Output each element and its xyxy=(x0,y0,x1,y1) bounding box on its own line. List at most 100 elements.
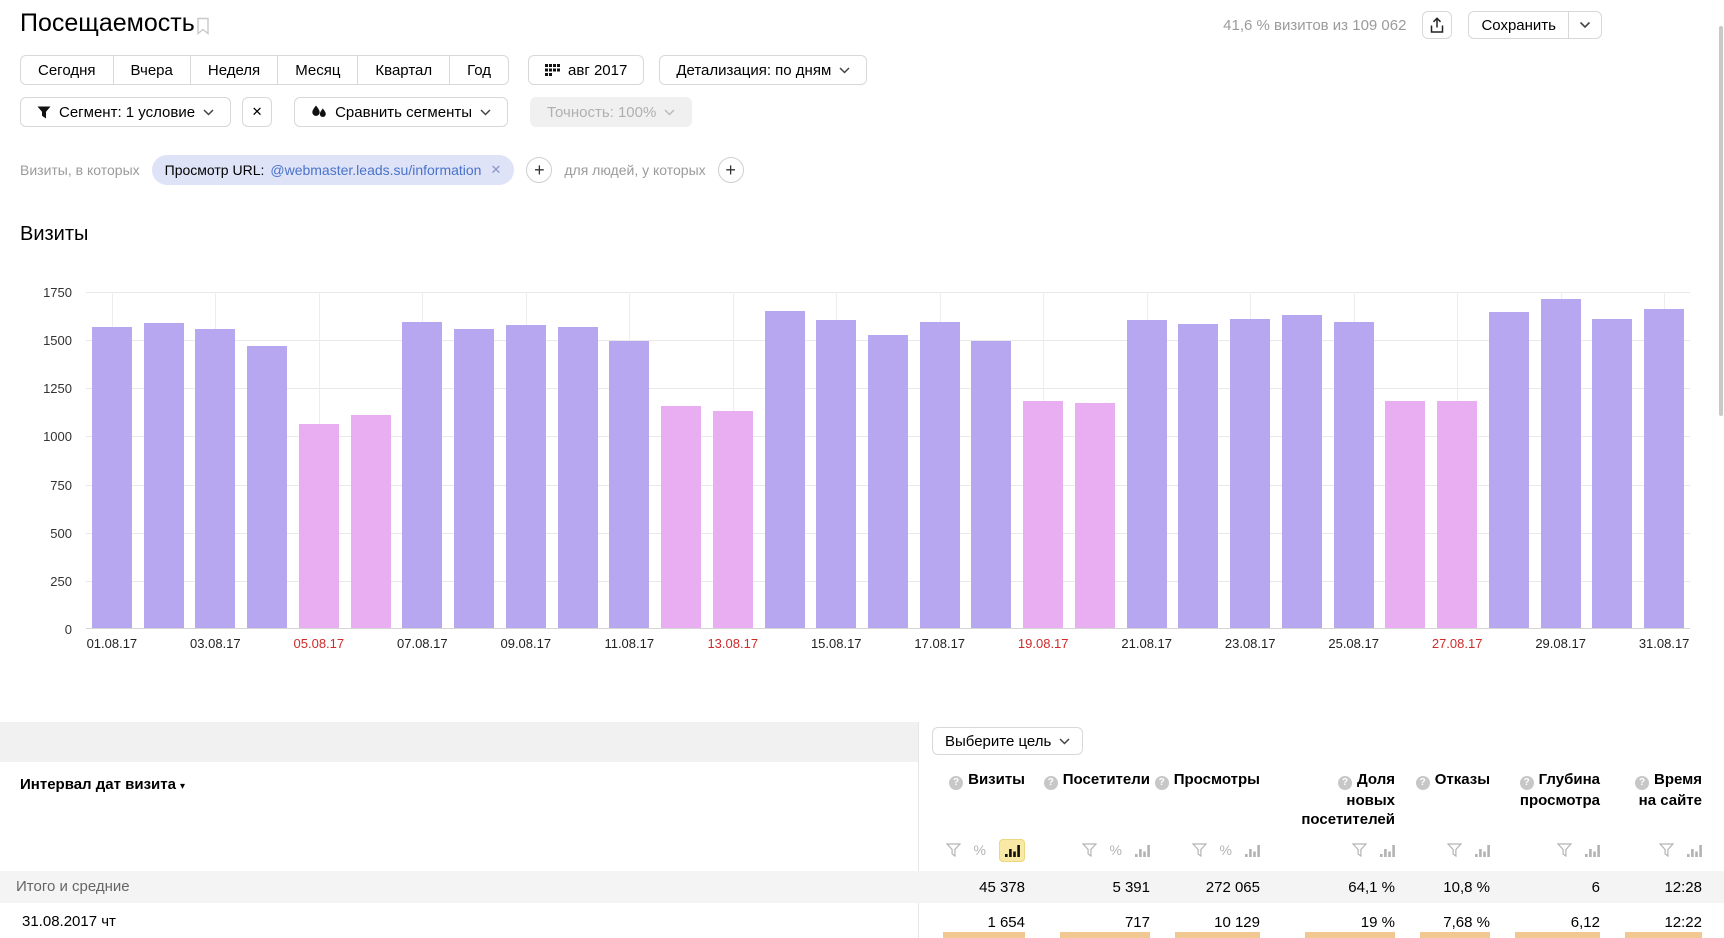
segment-button[interactable]: Сегмент: 1 условие xyxy=(20,97,232,127)
filter-funnel-icon[interactable] xyxy=(1352,843,1367,857)
bar-17.08.17[interactable] xyxy=(919,322,960,628)
column-header-2[interactable]: ? Просмотры xyxy=(1150,770,1260,829)
period-tab-1[interactable]: Вчера xyxy=(112,55,191,85)
filter-funnel-icon[interactable] xyxy=(945,843,961,857)
clear-segment-button[interactable]: ✕ xyxy=(242,97,273,127)
bar-chart-icon-active[interactable] xyxy=(999,838,1025,862)
bar-23.08.17[interactable] xyxy=(1230,319,1271,628)
column-header-0[interactable]: ? Визиты xyxy=(918,770,1025,829)
bar-04.08.17[interactable] xyxy=(247,346,288,628)
save-button[interactable]: Сохранить xyxy=(1468,11,1569,39)
x-tick-label: 07.08.17 xyxy=(397,636,448,651)
bar-13.08.17[interactable] xyxy=(712,411,753,628)
column-header-6[interactable]: ? Время на сайте xyxy=(1600,770,1702,829)
bar-chart-icon[interactable] xyxy=(1475,844,1490,857)
bar-10.08.17[interactable] xyxy=(557,327,598,628)
x-tick-label: 01.08.17 xyxy=(86,636,138,651)
filter-funnel-icon[interactable] xyxy=(1447,843,1462,857)
period-tab-4[interactable]: Квартал xyxy=(357,55,451,85)
filter-funnel-icon[interactable] xyxy=(1659,843,1674,857)
column-header-4[interactable]: ? Отказы xyxy=(1395,770,1490,829)
bar-26.08.17[interactable] xyxy=(1385,401,1426,628)
filter-funnel-icon[interactable] xyxy=(1081,843,1097,857)
help-icon[interactable]: ? xyxy=(1519,775,1534,790)
bar-chart-icon[interactable] xyxy=(1380,844,1395,857)
percent-icon[interactable]: % xyxy=(973,842,986,858)
bar-21.08.17[interactable] xyxy=(1126,320,1167,628)
column-header-1[interactable]: ? Посетители xyxy=(1025,770,1150,829)
bar-25.08.17[interactable] xyxy=(1333,322,1374,628)
bar-20.08.17[interactable] xyxy=(1074,403,1115,628)
x-tick-label: 23.08.17 xyxy=(1224,636,1276,651)
bar-29.08.17[interactable] xyxy=(1540,299,1581,628)
bar-06.08.17[interactable] xyxy=(350,415,391,628)
row-value-text: 717 xyxy=(1124,914,1150,931)
bar-28.08.17[interactable] xyxy=(1488,312,1529,628)
percent-icon[interactable]: % xyxy=(1219,842,1232,858)
bar-09.08.17[interactable] xyxy=(505,325,546,628)
bar-chart-icon[interactable] xyxy=(1245,844,1260,857)
bar-11.08.17[interactable] xyxy=(609,341,650,628)
bar-chart-icon[interactable] xyxy=(1585,844,1600,857)
x-tick-label: 17.08.17 xyxy=(914,636,966,651)
bar-02.08.17[interactable] xyxy=(143,323,184,628)
bar-15.08.17[interactable] xyxy=(816,320,857,628)
period-tab-5[interactable]: Год xyxy=(449,55,510,85)
chevron-down-icon xyxy=(664,108,675,116)
bar-08.08.17[interactable] xyxy=(454,329,495,628)
save-dropdown-button[interactable] xyxy=(1568,11,1602,39)
close-icon: ✕ xyxy=(251,104,263,119)
vertical-scrollbar[interactable] xyxy=(1719,26,1723,416)
help-icon[interactable]: ? xyxy=(1635,775,1649,790)
help-icon[interactable]: ? xyxy=(949,775,964,790)
percent-icon[interactable]: % xyxy=(1109,842,1122,858)
bar-12.08.17[interactable] xyxy=(661,406,702,628)
chevron-down-icon xyxy=(1579,21,1591,29)
help-icon[interactable]: ? xyxy=(1154,775,1169,790)
bar-07.08.17[interactable] xyxy=(402,322,443,628)
detalization-button[interactable]: Детализация: по дням xyxy=(659,55,868,85)
calendar-button[interactable]: авг 2017 xyxy=(528,55,645,85)
period-tab-3[interactable]: Месяц xyxy=(277,55,359,85)
y-tick-label: 1500 xyxy=(43,333,72,349)
droplets-icon xyxy=(311,105,327,119)
bar-22.08.17[interactable] xyxy=(1178,324,1219,628)
compare-segments-button[interactable]: Сравнить сегменты xyxy=(294,97,508,127)
bar-01.08.17[interactable] xyxy=(91,327,132,628)
column-header-3[interactable]: ? Доля новых посетителей xyxy=(1260,770,1395,829)
url-filter-chip[interactable]: Просмотр URL: @webmaster.leads.su/inform… xyxy=(151,155,515,185)
bar-24.08.17[interactable] xyxy=(1281,315,1322,628)
bar-chart-icon[interactable] xyxy=(1687,844,1702,857)
bar-19.08.17[interactable] xyxy=(1023,401,1064,628)
add-visit-condition-button[interactable]: + xyxy=(526,157,553,183)
chevron-down-icon xyxy=(480,108,491,116)
help-icon[interactable]: ? xyxy=(1338,775,1353,790)
date-interval-header[interactable]: Интервал дат визита ▾ xyxy=(20,776,185,793)
row-value-4: 7,68 % xyxy=(1395,905,1490,938)
column-header-5[interactable]: ? Глубина просмотра xyxy=(1490,770,1600,829)
bookmark-icon[interactable] xyxy=(196,17,210,35)
bar-14.08.17[interactable] xyxy=(764,311,805,628)
bar-16.08.17[interactable] xyxy=(868,335,908,628)
filter-funnel-icon[interactable] xyxy=(1191,843,1207,857)
help-icon[interactable]: ? xyxy=(1043,775,1058,790)
row-value-text: 10 129 xyxy=(1214,914,1260,931)
bar-chart-icon[interactable] xyxy=(1135,844,1150,857)
period-tab-0[interactable]: Сегодня xyxy=(20,55,114,85)
export-button[interactable] xyxy=(1422,11,1453,39)
chip-remove-icon[interactable]: ✕ xyxy=(490,162,502,177)
totals-value-2: 272 065 xyxy=(1205,878,1260,896)
filter-funnel-icon[interactable] xyxy=(1557,843,1572,857)
bar-27.08.17[interactable] xyxy=(1437,401,1478,628)
bar-30.08.17[interactable] xyxy=(1592,319,1633,628)
bar-03.08.17[interactable] xyxy=(195,329,236,628)
bar-31.08.17[interactable] xyxy=(1644,309,1685,628)
bar-18.08.17[interactable] xyxy=(971,341,1012,628)
visits-bar-chart xyxy=(86,292,1690,629)
goal-select-button[interactable]: Выберите цель xyxy=(932,727,1084,755)
bar-05.08.17[interactable] xyxy=(298,424,339,628)
help-icon[interactable]: ? xyxy=(1415,775,1430,790)
chip-url-link[interactable]: @webmaster.leads.su/information xyxy=(270,162,482,178)
period-tab-2[interactable]: Неделя xyxy=(189,55,279,85)
add-people-condition-button[interactable]: + xyxy=(717,157,744,183)
